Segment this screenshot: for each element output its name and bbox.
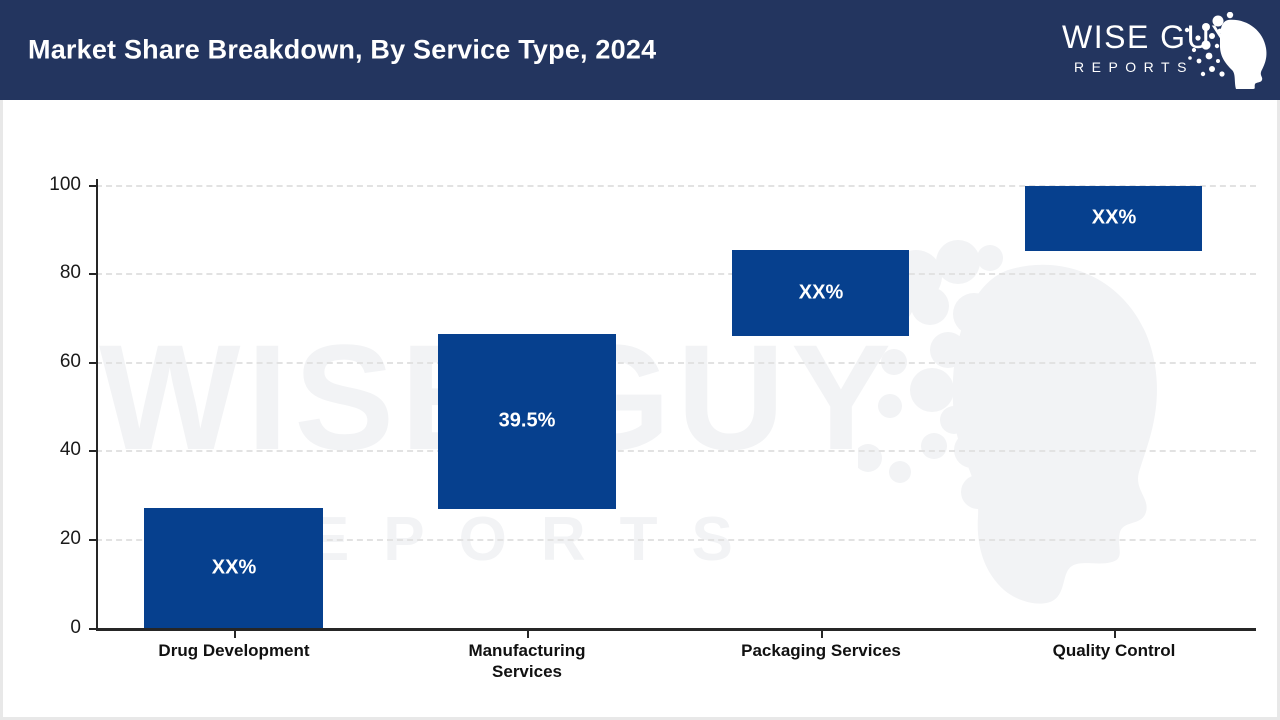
gridline-40 bbox=[96, 450, 1256, 452]
x-axis-line bbox=[96, 628, 1256, 631]
ytick-label-100: 100 bbox=[49, 174, 81, 195]
ytick-mark-100 bbox=[89, 185, 98, 187]
category-label-line: Drug Development bbox=[158, 641, 310, 660]
bar-manufacturing-services[interactable] bbox=[438, 334, 616, 509]
wise-guy-reports-logo: WISE GUY REPORTS bbox=[1062, 12, 1267, 89]
bar-quality-control[interactable] bbox=[1025, 186, 1202, 251]
category-label-line: Manufacturing bbox=[468, 641, 586, 660]
bar-value-label-drug-development: XX% bbox=[211, 556, 257, 579]
bar-value-label-packaging-services: XX% bbox=[798, 281, 844, 304]
gridline-80 bbox=[96, 273, 1256, 275]
ytick-label-60: 60 bbox=[59, 351, 81, 372]
ytick-mark-40 bbox=[89, 450, 98, 452]
ytick-label-40: 40 bbox=[59, 439, 81, 460]
xtick-mark-packaging-services bbox=[821, 629, 823, 638]
category-label-manufacturing-services: Manufacturing Services bbox=[468, 640, 585, 683]
category-label-packaging-services: Packaging Services bbox=[741, 640, 901, 661]
ytick-mark-60 bbox=[89, 362, 98, 364]
ytick-mark-0 bbox=[89, 628, 98, 630]
ytick-label-80: 80 bbox=[59, 262, 81, 283]
logo-wordmark-secondary: REPORTS bbox=[1074, 59, 1194, 75]
ytick-mark-20 bbox=[89, 539, 98, 541]
page-title: Market Share Breakdown, By Service Type,… bbox=[28, 34, 657, 65]
page-header: Market Share Breakdown, By Service Type,… bbox=[0, 0, 1280, 100]
bar-value-label-quality-control: XX% bbox=[1091, 206, 1137, 229]
xtick-mark-quality-control bbox=[1114, 629, 1116, 638]
gridline-60 bbox=[96, 362, 1256, 364]
bar-packaging-services[interactable] bbox=[732, 250, 909, 336]
xtick-mark-manufacturing-services bbox=[527, 629, 529, 638]
logo-head-icon bbox=[1184, 12, 1267, 89]
chart-plot-area: 100 80 60 40 20 0 XX% 39.5% XX% XX% Drug… bbox=[3, 100, 1280, 717]
gridline-20 bbox=[96, 539, 1256, 541]
ytick-label-20: 20 bbox=[59, 528, 81, 549]
category-label-drug-development: Drug Development bbox=[158, 640, 309, 661]
ytick-label-0: 0 bbox=[70, 617, 81, 638]
bar-value-label-manufacturing-services: 39.5% bbox=[498, 409, 556, 432]
bar-drug-development[interactable] bbox=[144, 508, 323, 628]
category-label-quality-control: Quality Control bbox=[1053, 640, 1176, 661]
category-label-line: Quality Control bbox=[1052, 641, 1176, 660]
gridline-100 bbox=[96, 185, 1256, 187]
y-axis-line bbox=[96, 179, 98, 629]
category-label-line: Services bbox=[492, 662, 562, 682]
ytick-mark-80 bbox=[89, 273, 98, 275]
xtick-mark-drug-development bbox=[234, 629, 236, 638]
category-label-line: Packaging Services bbox=[741, 641, 901, 660]
